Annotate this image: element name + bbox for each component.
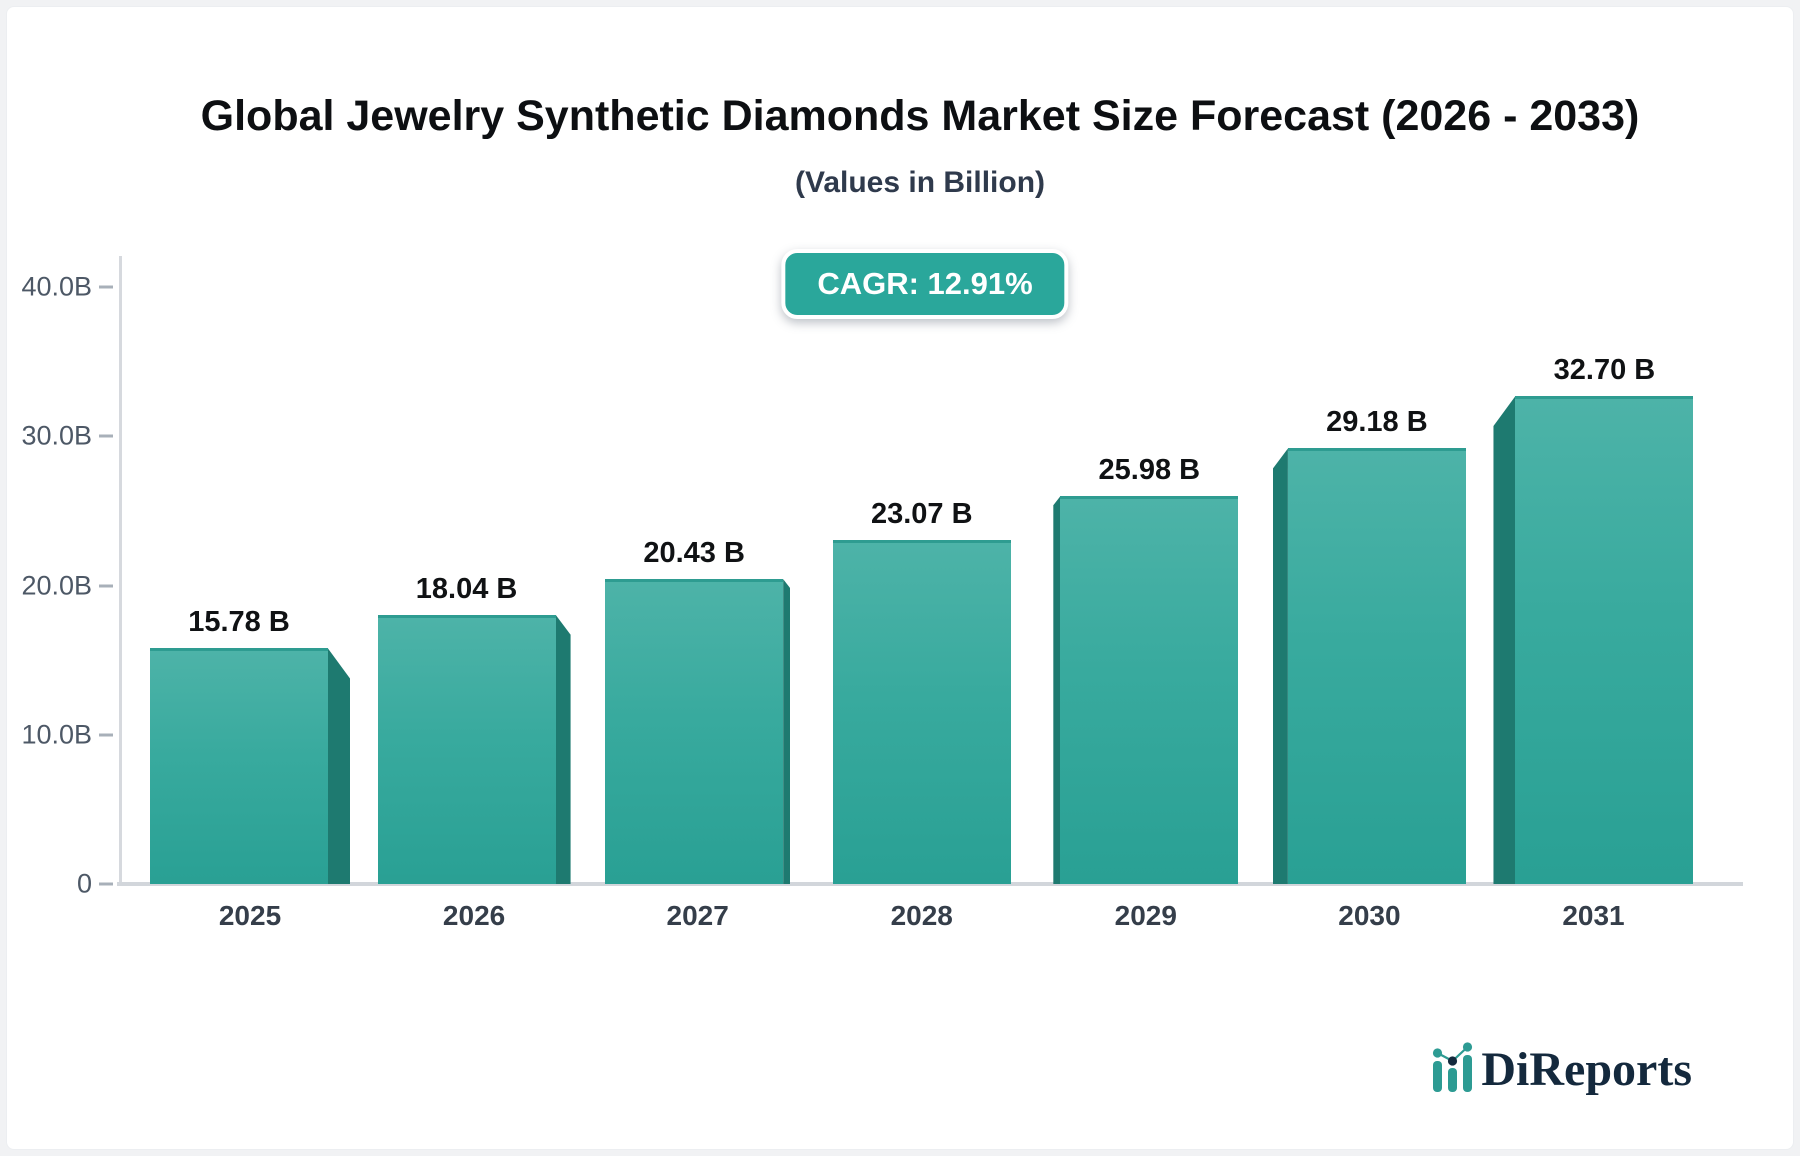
y-axis-tick-mark [99,733,113,737]
bar-3d-side-2029 [1053,496,1061,884]
x-axis-label-2031: 2031 [1562,900,1625,931]
bar-value-label-2026: 18.04 B [415,572,518,605]
bar-value-label-2028: 23.07 B [870,497,973,530]
bar-2031 [1515,395,1694,884]
bar-3d-side-2027 [783,579,791,884]
chart-title: Global Jewelry Synthetic Diamonds Market… [200,92,1640,140]
bar-2026 [377,614,556,884]
bar-value-label-2029: 25.98 B [1098,454,1201,487]
y-axis-tick-mark [99,285,113,289]
x-axis-label-2028: 2028 [890,900,953,931]
y-axis-tick-label: 0 [76,868,92,899]
cagr-badge: CAGR: 12.91% [781,249,1069,319]
y-axis-tick-label: 20.0B [21,570,92,600]
bar-value-label-2030: 29.18 B [1326,406,1428,439]
x-axis-label-2030: 2030 [1338,900,1401,931]
bar-2028 [832,539,1011,884]
y-axis-tick-label: 10.0B [21,719,92,750]
bar-3d-side-2030 [1272,448,1288,884]
y-axis-tick-label: 40.0B [21,271,92,302]
x-axis-baseline [117,882,1743,886]
bar-3d-side-2026 [555,614,571,884]
x-axis-label-2027: 2027 [666,900,729,931]
bar-2030 [1287,448,1466,884]
x-axis-label-2026: 2026 [442,900,506,931]
logo-text: DiReports [1481,1043,1692,1096]
direports-logo[interactable]: DiReports [1432,1042,1692,1094]
bar-2025 [150,648,328,884]
chart-subtitle: (Values in Billion) [794,166,1046,199]
y-axis-tick-mark [99,434,113,438]
bar-3d-side-2025 [328,648,350,884]
bar-line-chart-logo-icon [1432,1042,1474,1094]
y-axis-tick-label: 30.0B [21,420,92,451]
bar-2029 [1060,496,1239,884]
bar-value-label-2027: 20.43 B [643,537,745,570]
y-axis-tick-mark [99,882,113,886]
bar-value-label-2025: 15.78 B [188,606,290,639]
bar-2027 [605,579,784,884]
x-axis-label-2025: 2025 [218,900,282,931]
x-axis-label-2029: 2029 [1114,900,1177,931]
y-axis-tick-mark [99,584,113,587]
y-axis-line [119,256,122,886]
bar-3d-side-2031 [1493,395,1516,884]
bar-value-label-2031: 32.70 B [1553,353,1656,386]
